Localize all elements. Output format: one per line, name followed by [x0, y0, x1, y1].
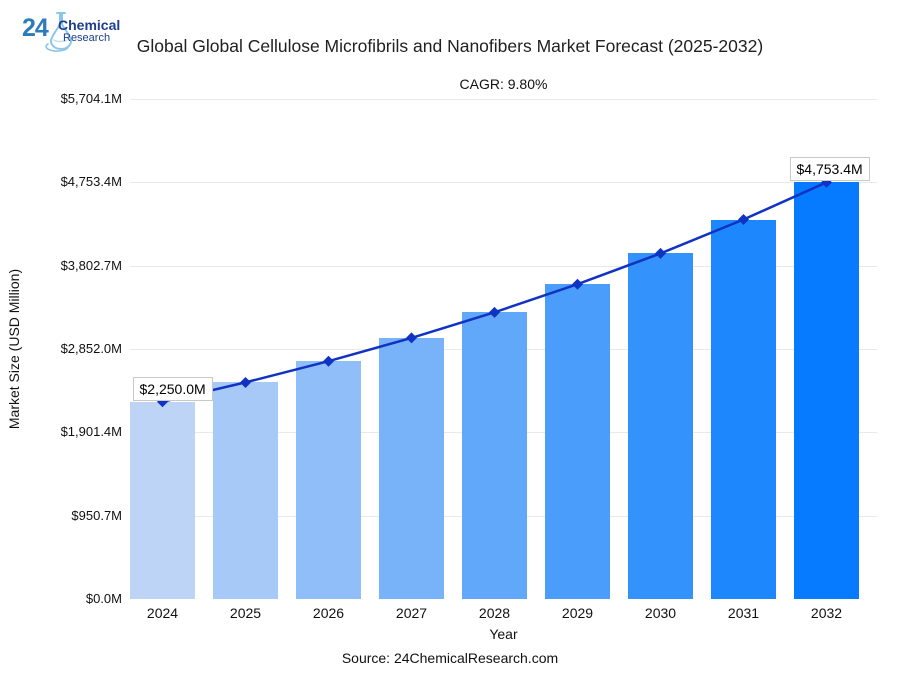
- chart-title: Global Global Cellulose Microfibrils and…: [136, 36, 764, 56]
- source-text: Source: 24ChemicalResearch.com: [341, 650, 559, 666]
- x-tick-label-2029: 2029: [561, 605, 594, 621]
- y-tick-label: $5,704.1M: [60, 91, 122, 106]
- line-marker-2025: [240, 376, 251, 388]
- trend-line: [157, 176, 832, 408]
- x-tick-label-2028: 2028: [478, 605, 511, 621]
- line-marker-2026: [323, 355, 334, 367]
- y-tick-label: $3,802.7M: [60, 258, 122, 273]
- x-tick-label-2026: 2026: [312, 605, 345, 621]
- y-tick-label: $950.7M: [71, 508, 122, 523]
- gridline: [130, 99, 877, 100]
- bar-2026: [296, 361, 361, 599]
- data-label-2024: $2,250.0M: [132, 376, 213, 401]
- line-marker-2030: [655, 247, 666, 259]
- data-label-2032: $4,753.4M: [789, 157, 870, 182]
- x-axis-title: Year: [489, 626, 518, 642]
- line-marker-2031: [738, 214, 749, 226]
- gridline: [130, 266, 877, 267]
- y-tick-label: $1,901.4M: [60, 424, 122, 439]
- logo-text-research: Research: [63, 32, 111, 44]
- x-tick-label-2032: 2032: [810, 605, 843, 621]
- bar-2031: [711, 219, 776, 599]
- x-tick-label-2025: 2025: [229, 605, 262, 621]
- plot-area: $2,250.0M $4,753.4M: [130, 99, 877, 599]
- chart-subtitle: CAGR: 9.80%: [459, 76, 548, 92]
- x-tick-label-2031: 2031: [727, 605, 760, 621]
- x-tick-label-2030: 2030: [644, 605, 677, 621]
- bar-2032: [794, 182, 859, 599]
- bar-2029: [545, 284, 610, 599]
- line-path: [162, 181, 828, 404]
- y-axis-tick-labels: $5,704.1M $4,753.4M $3,802.7M $2,852.0M $1,9…: [0, 91, 122, 606]
- bar-2030: [628, 253, 693, 599]
- line-marker-2028: [489, 306, 500, 318]
- x-tick-label-2027: 2027: [395, 605, 428, 621]
- bar-2024: [130, 401, 195, 599]
- line-marker-2029: [572, 278, 583, 290]
- y-tick-label: $0.0M: [85, 591, 122, 606]
- x-tick-label-2024: 2024: [146, 605, 179, 621]
- bar-2027: [379, 337, 444, 599]
- gridline: [130, 182, 877, 183]
- bar-2028: [462, 312, 527, 599]
- bar-2025: [213, 382, 278, 599]
- y-tick-label: $4,753.4M: [60, 174, 122, 189]
- line-marker-2027: [406, 332, 417, 344]
- logo-text-chemical: Chemical: [58, 17, 121, 33]
- x-axis-tick-labels: 2024 2025 2026 2027 2028 2029 2030 2031 2032: [130, 605, 877, 625]
- brand-logo: 24 Chemical Research: [20, 8, 150, 56]
- logo-number: 24: [22, 14, 49, 42]
- y-tick-label: $2,852.0M: [60, 341, 122, 356]
- flask-icon: [45, 12, 73, 52]
